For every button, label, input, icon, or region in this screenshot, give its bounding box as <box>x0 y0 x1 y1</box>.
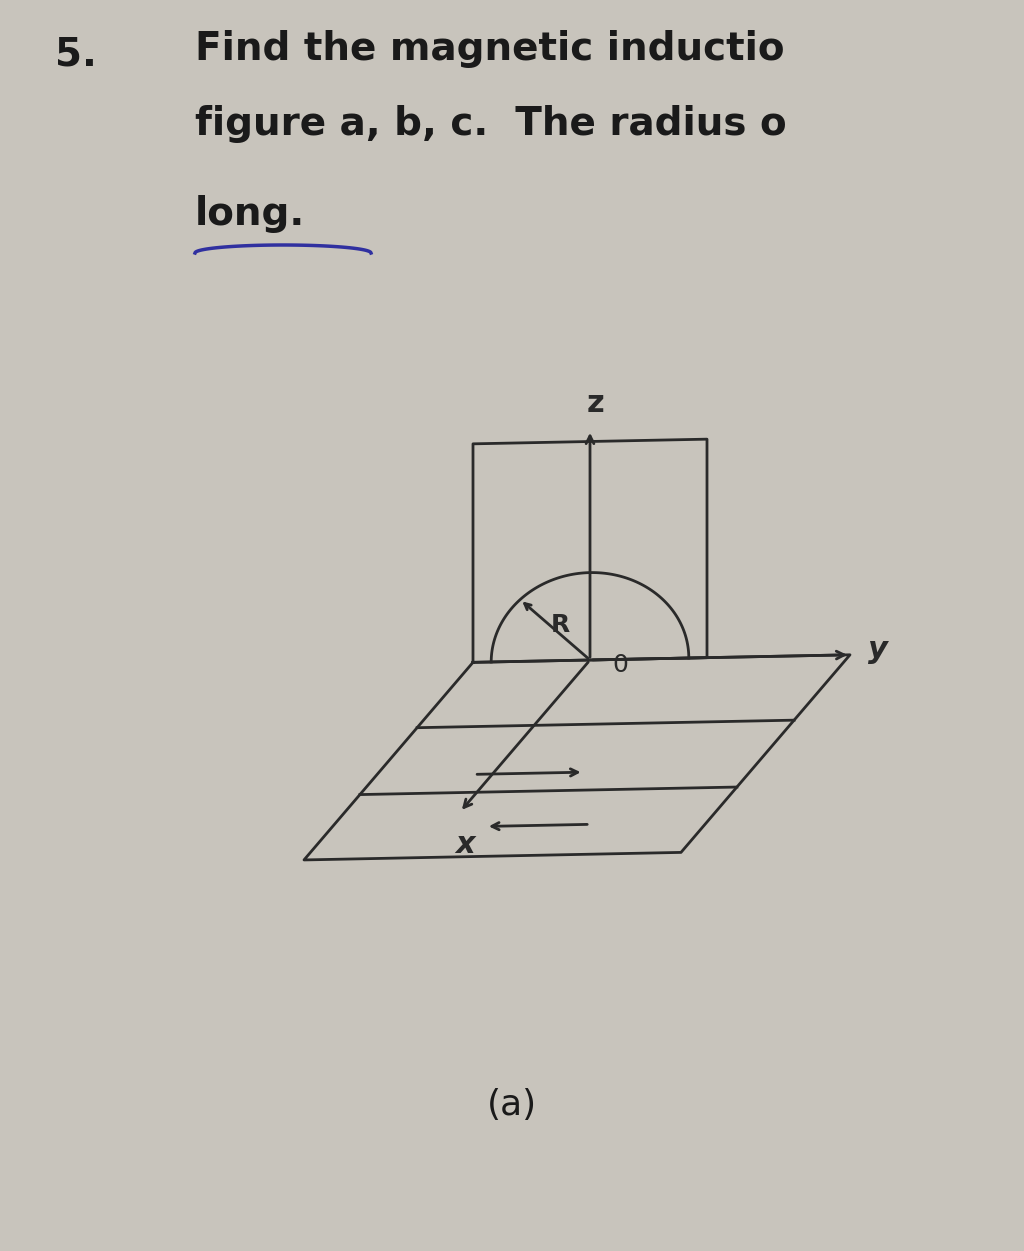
Text: 5.: 5. <box>55 35 97 73</box>
Text: long.: long. <box>195 195 305 233</box>
Text: 0: 0 <box>612 653 628 677</box>
Text: y: y <box>868 636 888 664</box>
Text: x: x <box>456 829 475 859</box>
Text: Find the magnetic inductio: Find the magnetic inductio <box>195 30 784 68</box>
Text: (a): (a) <box>487 1088 537 1122</box>
Text: z: z <box>586 389 604 418</box>
Text: figure a, b, c.  The radius o: figure a, b, c. The radius o <box>195 105 786 143</box>
Text: R: R <box>551 613 569 637</box>
